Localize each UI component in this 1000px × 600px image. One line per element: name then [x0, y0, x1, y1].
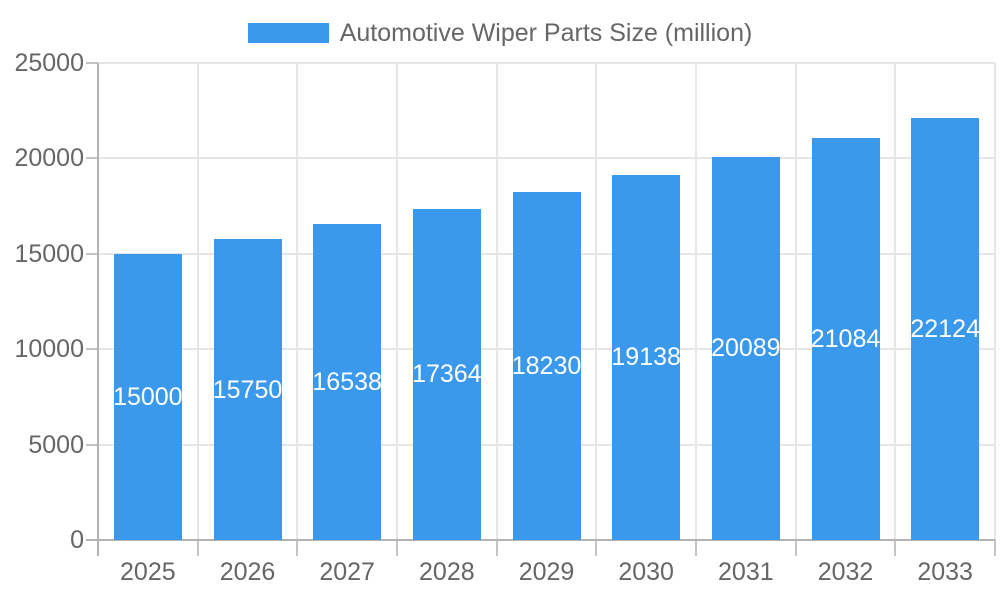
y-axis-line	[97, 63, 99, 556]
bar-value-label: 15000	[113, 382, 183, 411]
y-axis-tick-label: 25000	[14, 49, 84, 77]
gridline-vertical	[296, 63, 299, 540]
bar-value-label: 19138	[611, 343, 681, 372]
bar	[811, 137, 880, 540]
x-axis-tick-mark	[794, 540, 797, 556]
x-axis-tick-label: 2028	[419, 558, 475, 586]
x-axis-tick-label: 2029	[518, 558, 575, 586]
y-axis-tick-label: 15000	[14, 239, 84, 268]
y-axis-tick-mark	[86, 252, 98, 255]
bar	[213, 239, 282, 540]
x-axis-tick-mark	[994, 540, 996, 556]
x-axis-tick-label: 2032	[817, 558, 874, 586]
bar-value-label: 15750	[212, 375, 283, 404]
x-axis-tick-label: 2025	[120, 558, 176, 586]
gridline-vertical	[894, 63, 897, 540]
gridline-vertical	[495, 63, 498, 540]
bar	[412, 208, 481, 540]
bar-value-label: 20089	[711, 334, 781, 363]
x-axis-line	[86, 539, 995, 541]
y-axis-tick-mark	[86, 62, 98, 64]
legend-label: Automotive Wiper Parts Size (million)	[339, 18, 753, 47]
x-axis-tick-label: 2027	[319, 558, 375, 586]
x-axis-tick-mark	[196, 540, 199, 556]
bar	[711, 156, 780, 540]
x-axis-tick-label: 2030	[618, 558, 674, 586]
bar-value-label: 16538	[312, 368, 382, 397]
x-axis-tick-mark	[595, 540, 598, 556]
bar-value-label: 17364	[412, 360, 482, 389]
gridline-vertical	[994, 63, 996, 540]
chart-legend-item[interactable]: Automotive Wiper Parts Size (million)	[0, 9, 1000, 57]
x-axis-tick-mark	[396, 540, 398, 556]
bar	[612, 174, 681, 540]
x-axis-tick-label: 2033	[917, 558, 973, 586]
bar	[313, 224, 382, 540]
x-axis-tick-mark	[894, 540, 897, 556]
bar-value-label: 18230	[511, 352, 582, 381]
y-axis-tick-label: 20000	[14, 144, 84, 173]
bar-value-label: 22124	[910, 314, 980, 343]
y-axis-tick-mark	[86, 348, 98, 351]
bar	[911, 117, 980, 540]
gridline-vertical	[695, 63, 697, 540]
gridline-horizontal	[98, 62, 995, 64]
y-axis-tick-label: 10000	[14, 335, 84, 364]
gridline-horizontal	[98, 157, 995, 160]
y-axis-tick-label: 0	[70, 526, 84, 554]
legend-swatch	[247, 23, 329, 43]
x-axis-tick-label: 2031	[718, 558, 774, 586]
y-axis-tick-mark	[86, 157, 98, 160]
gridline-vertical	[196, 63, 199, 540]
bar-value-label: 21084	[810, 324, 881, 353]
x-axis-tick-mark	[495, 540, 498, 556]
bar	[512, 192, 581, 540]
y-axis-tick-mark	[86, 443, 98, 446]
x-axis-tick-mark	[296, 540, 299, 556]
bar	[113, 253, 182, 540]
gridline-vertical	[794, 63, 797, 540]
y-axis-tick-label: 5000	[28, 430, 84, 459]
gridline-vertical	[396, 63, 398, 540]
x-axis-tick-mark	[695, 540, 697, 556]
gridline-vertical	[595, 63, 598, 540]
x-axis-tick-label: 2026	[219, 558, 276, 586]
